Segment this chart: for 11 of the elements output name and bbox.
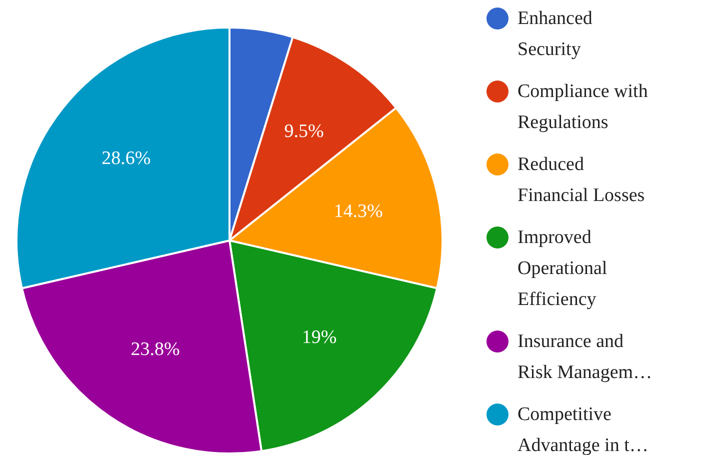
legend-label: Competitive Advantage in t…	[518, 404, 648, 455]
legend-label: Enhanced Security	[518, 8, 593, 60]
data-label: 23.8%	[130, 339, 180, 360]
data-label: 14.3%	[334, 200, 383, 222]
data-label: 28.6%	[102, 148, 151, 169]
data-label: 19%	[302, 326, 337, 348]
legend-label: Compliance with Regulations	[518, 81, 648, 133]
legend-label: Insurance and Risk Managem…	[518, 331, 652, 383]
data-label: 9.5%	[284, 121, 324, 142]
legend-label: Reduced Financial Losses	[518, 154, 645, 206]
legend-label: Improved Operational Efficiency	[518, 227, 608, 310]
